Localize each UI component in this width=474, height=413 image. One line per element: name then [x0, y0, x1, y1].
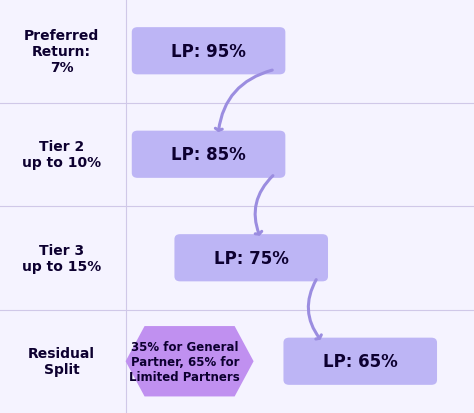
- Text: Tier 3
up to 15%: Tier 3 up to 15%: [22, 243, 101, 273]
- Polygon shape: [126, 326, 254, 396]
- FancyBboxPatch shape: [283, 338, 437, 385]
- Text: LP: 85%: LP: 85%: [171, 146, 246, 164]
- Text: LP: 75%: LP: 75%: [214, 249, 289, 267]
- FancyBboxPatch shape: [174, 235, 328, 282]
- FancyBboxPatch shape: [132, 28, 285, 75]
- Text: 35% for General
Partner, 65% for
Limited Partners: 35% for General Partner, 65% for Limited…: [129, 340, 240, 383]
- Text: Tier 2
up to 10%: Tier 2 up to 10%: [22, 140, 101, 170]
- Text: LP: 95%: LP: 95%: [171, 43, 246, 61]
- Text: LP: 65%: LP: 65%: [323, 352, 398, 370]
- Text: Preferred
Return:
7%: Preferred Return: 7%: [24, 28, 99, 75]
- Text: Residual
Split: Residual Split: [28, 347, 95, 376]
- FancyBboxPatch shape: [132, 131, 285, 178]
